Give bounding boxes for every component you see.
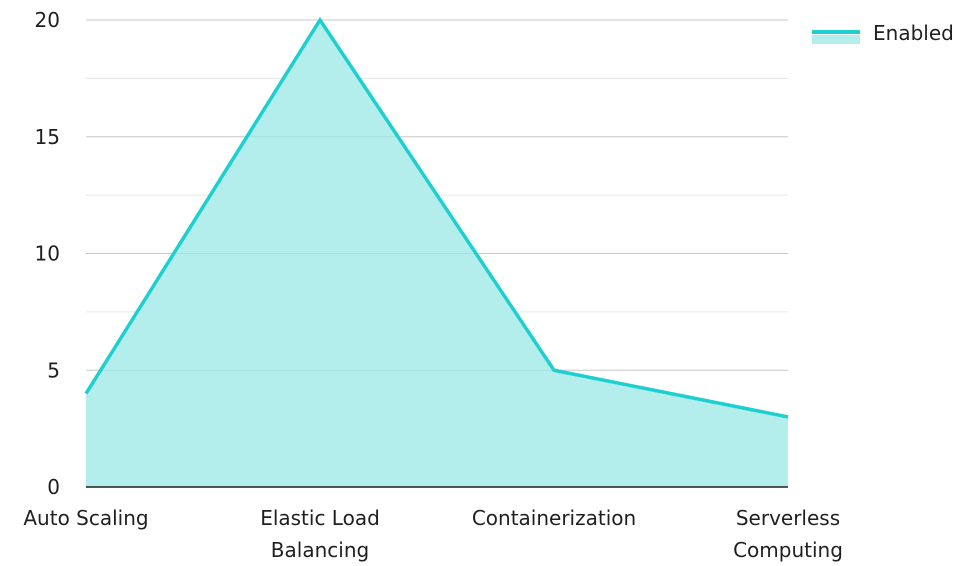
x-tick-label-line: Containerization — [472, 506, 636, 530]
legend: Enabled — [812, 21, 954, 45]
x-tick-label: Serverless Computing — [733, 506, 843, 562]
y-tick-label: 10 — [35, 242, 60, 266]
x-tick-label-line: Balancing — [271, 538, 369, 562]
x-tick-label-line: Computing — [733, 538, 843, 562]
legend-swatch-fill — [812, 35, 860, 44]
y-tick-label: 0 — [47, 475, 60, 499]
series-line-enabled — [84, 16, 789, 419]
axes: 0 5 10 15 20 Auto Scaling Elastic Load Balancin… — [23, 8, 843, 562]
x-tick-label-line: Serverless — [736, 506, 840, 530]
x-tick-label: Containerization — [472, 506, 636, 530]
legend-label-enabled: Enabled — [873, 21, 954, 45]
x-tick-label: Elastic Load Balancing — [260, 506, 380, 562]
y-tick-label: 15 — [35, 125, 60, 149]
y-tick-label: 20 — [35, 8, 60, 32]
x-tick-label: Auto Scaling — [23, 506, 148, 530]
x-tick-label-line: Auto Scaling — [23, 506, 148, 530]
y-tick-label: 5 — [47, 358, 60, 382]
x-tick-label-line: Elastic Load — [260, 506, 380, 530]
